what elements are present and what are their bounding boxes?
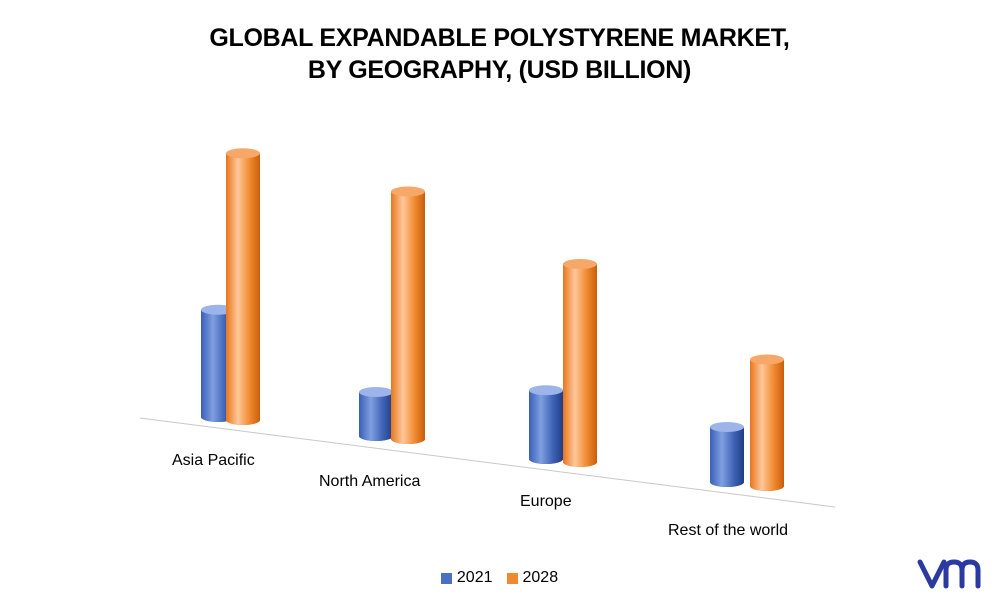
legend-label-2021: 2021	[456, 569, 493, 586]
category-label-asia-pacific: Asia Pacific	[172, 452, 255, 469]
chart-title: GLOBAL EXPANDABLE POLYSTYRENE MARKET, BY…	[0, 22, 999, 86]
bar-2021-rest-of-the-world	[710, 422, 744, 487]
bar-2028-north-america	[391, 186, 425, 444]
category-label-rest-of-the-world: Rest of the world	[668, 522, 788, 539]
legend-label-2028: 2028	[522, 569, 559, 586]
bar-2021-north-america	[359, 387, 393, 441]
brand-logo-icon	[917, 559, 981, 589]
legend-swatch-2028	[506, 572, 518, 584]
bar-2028-asia-pacific	[226, 148, 260, 425]
legend-swatch-2021	[440, 572, 452, 584]
legend-item-2021: 2021	[440, 569, 493, 587]
bar-2028-rest-of-the-world	[750, 354, 784, 491]
chart-title-line1: GLOBAL EXPANDABLE POLYSTYRENE MARKET,	[209, 24, 790, 52]
category-label-europe: Europe	[520, 493, 572, 510]
bar-2028-europe	[563, 259, 597, 467]
legend-item-2028: 2028	[506, 569, 559, 587]
chart-title-line2: BY GEOGRAPHY, (USD BILLION)	[307, 56, 692, 84]
baseline-axis	[139, 417, 836, 508]
bar-2021-europe	[529, 385, 563, 464]
legend: 2021 2028	[0, 569, 999, 587]
category-label-north-america: North America	[319, 473, 420, 490]
